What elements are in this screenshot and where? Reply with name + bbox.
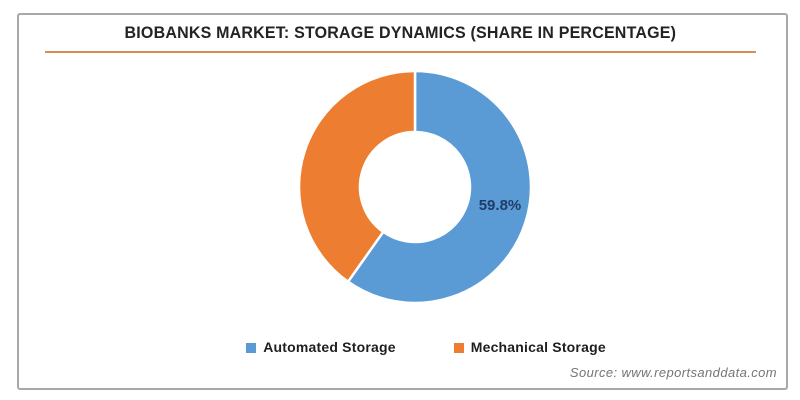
chart-legend: Automated Storage Mechanical Storage [26,339,800,355]
chart-title-row: BIOBANKS MARKET: STORAGE DYNAMICS (SHARE… [0,24,800,43]
chart-title: BIOBANKS MARKET: STORAGE DYNAMICS (SHARE… [124,24,676,42]
legend-label-mechanical: Mechanical Storage [470,339,606,355]
donut-slice-automated-storage [346,69,533,305]
donut-slice-mechanical-storage [297,69,417,284]
slice-label-automated-storage: 59.8% [478,197,522,214]
source-attribution: Source: www.reportsanddata.com [569,365,777,380]
donut-svg [297,69,533,305]
legend-label-automated: Automated Storage [263,339,396,355]
title-divider-line [45,51,756,53]
legend-swatch-automated-icon [246,342,257,353]
donut-chart [295,67,535,307]
legend-swatch-mechanical-icon [453,342,464,353]
legend-item-mechanical-storage: Mechanical Storage [453,339,606,355]
legend-item-automated-storage: Automated Storage [246,339,396,355]
